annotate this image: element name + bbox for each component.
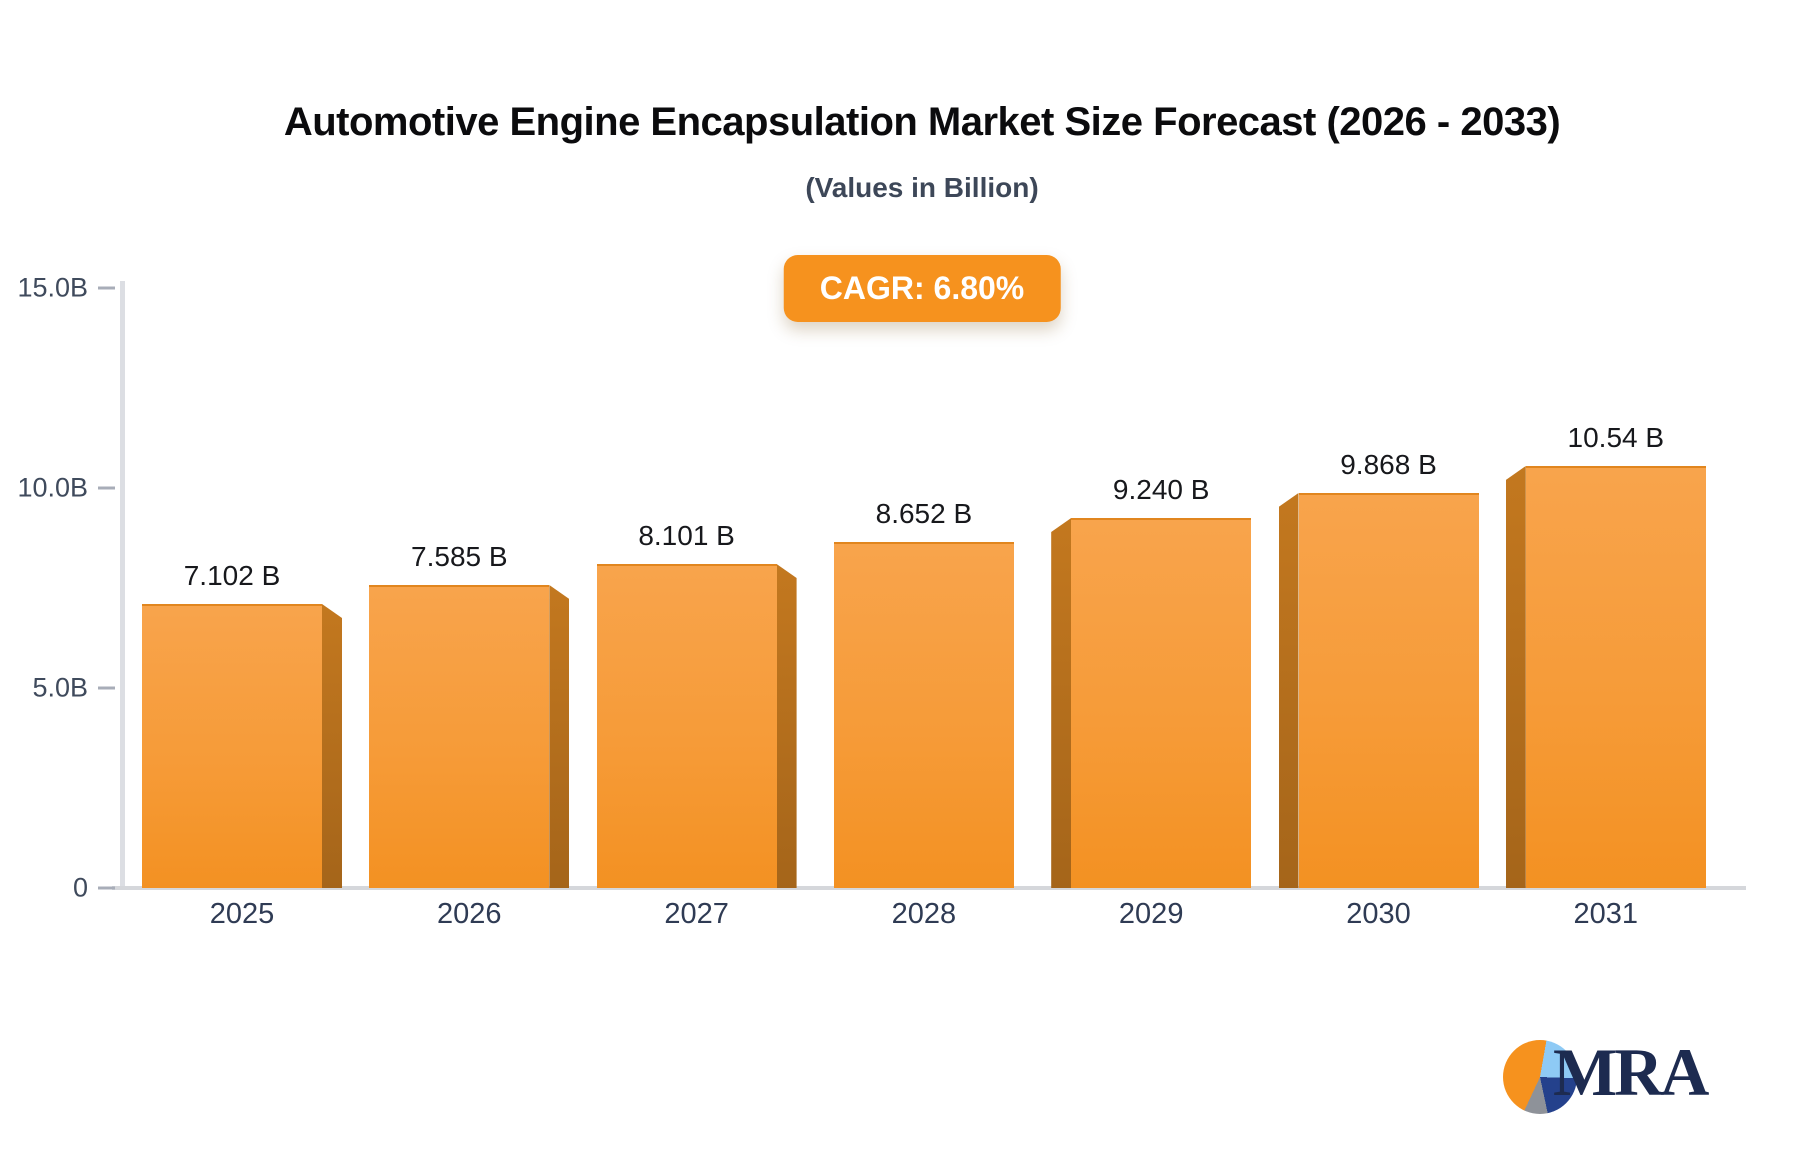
x-axis-label-2027: 2027 — [664, 898, 729, 930]
y-axis-tick-label: 15.0B — [17, 272, 88, 303]
bar-3d-side — [776, 564, 797, 888]
x-axis-label-2026: 2026 — [437, 898, 502, 930]
bar-face — [833, 542, 1014, 888]
bar-2029[interactable] — [1047, 518, 1255, 888]
x-axis-label-2029: 2029 — [1118, 898, 1184, 930]
bar-2025[interactable] — [138, 604, 346, 888]
bar-value-label: 7.585 B — [411, 541, 508, 572]
mra-logo-text: MRA — [1553, 1034, 1709, 1110]
x-axis-label-2028: 2028 — [891, 898, 957, 930]
bar-2031[interactable] — [1502, 466, 1710, 888]
bar-2027[interactable] — [593, 564, 801, 888]
y-axis-line — [120, 281, 125, 888]
x-axis-label-2030: 2030 — [1346, 898, 1411, 930]
bar-face — [142, 604, 322, 888]
bar-2026[interactable] — [365, 585, 573, 888]
bar-3d-side — [1505, 466, 1526, 888]
x-axis-label-2031: 2031 — [1573, 898, 1639, 930]
y-axis-tick-label: 10.0B — [17, 472, 88, 503]
y-axis-tick-mark — [98, 886, 115, 890]
pie-chart-logo-icon — [1503, 1040, 1577, 1114]
bar-2028[interactable] — [820, 542, 1028, 888]
bar-3d-side — [1278, 493, 1299, 888]
mra-logo: MRA — [1503, 1030, 1723, 1114]
y-axis-tick-mark — [98, 686, 115, 690]
bar-value-label: 8.652 B — [875, 498, 973, 529]
x-axis-baseline — [112, 886, 1746, 890]
y-axis-tick-label: 5.0B — [32, 672, 88, 703]
bar-face — [1298, 493, 1479, 888]
x-axis-label-2025: 2025 — [209, 898, 275, 930]
y-axis-tick-mark — [98, 286, 115, 290]
y-axis-tick-label: 0 — [72, 872, 88, 903]
cagr-badge: CAGR: 6.80% — [783, 255, 1061, 322]
chart-title: Automotive Engine Encapsulation Market S… — [283, 100, 1561, 144]
bar-face — [1071, 518, 1252, 888]
bar-3d-side — [549, 585, 570, 888]
y-axis-tick-mark — [98, 486, 115, 490]
bar-value-label: 9.240 B — [1112, 474, 1210, 505]
bar-face — [1525, 466, 1706, 888]
chart-subtitle: (Values in Billion) — [805, 172, 1039, 203]
bar-value-label: 8.101 B — [638, 520, 735, 551]
bar-face — [596, 564, 777, 888]
bar-value-label: 10.54 B — [1567, 422, 1665, 453]
bar-face — [369, 585, 550, 888]
bar-3d-side — [322, 604, 342, 888]
bar-3d-side — [1051, 518, 1072, 888]
bar-value-label: 9.868 B — [1340, 449, 1437, 480]
bar-value-label: 7.102 B — [183, 560, 281, 591]
bar-2030[interactable] — [1275, 493, 1483, 888]
